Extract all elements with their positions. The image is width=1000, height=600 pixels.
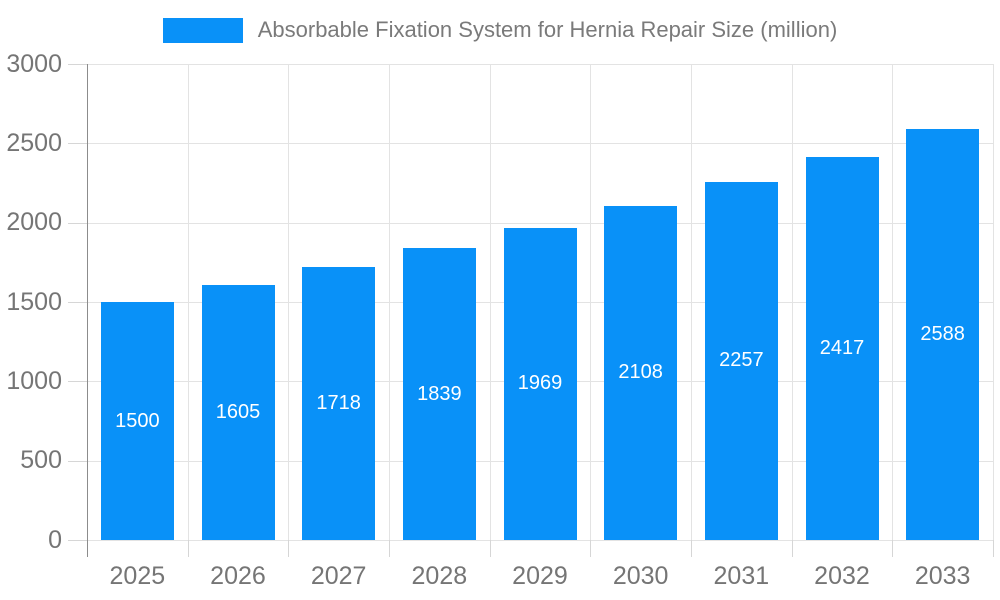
bar-value-label: 2588 xyxy=(920,323,965,346)
x-axis-tick xyxy=(389,540,390,557)
y-gridline xyxy=(87,64,993,65)
x-axis-tick-label: 2026 xyxy=(210,562,266,590)
bar[interactable]: 1969 xyxy=(503,227,577,540)
y-axis-tick-label: 0 xyxy=(48,525,62,554)
bar[interactable]: 1500 xyxy=(100,302,174,540)
x-gridline xyxy=(389,64,390,540)
y-axis-tick xyxy=(68,381,87,383)
chart-legend[interactable]: Absorbable Fixation System for Hernia Re… xyxy=(0,14,1000,46)
x-gridline xyxy=(691,64,692,540)
bar-value-label: 1718 xyxy=(316,392,361,415)
bar-value-label: 1605 xyxy=(215,401,261,424)
bar[interactable]: 2588 xyxy=(906,129,980,540)
bar[interactable]: 1839 xyxy=(402,248,476,540)
bar[interactable]: 1605 xyxy=(201,285,275,540)
x-gridline xyxy=(892,64,894,540)
legend-label: Absorbable Fixation System for Hernia Re… xyxy=(257,17,838,42)
y-gridline xyxy=(87,143,993,145)
y-axis-tick xyxy=(68,143,87,145)
legend-swatch-icon xyxy=(162,17,243,43)
x-axis-tick-label: 2028 xyxy=(411,562,468,590)
y-axis-tick-label: 1500 xyxy=(6,287,62,316)
bar-value-label: 1839 xyxy=(417,382,462,405)
x-axis-tick xyxy=(993,540,994,557)
y-axis-tick-label: 3000 xyxy=(6,49,62,78)
bar-value-label: 1969 xyxy=(517,372,563,395)
y-gridline xyxy=(87,540,993,541)
y-axis-tick-label: 500 xyxy=(20,446,62,475)
y-axis-line xyxy=(87,64,88,557)
bar-value-label: 2257 xyxy=(719,349,764,372)
y-axis-tick xyxy=(68,302,87,303)
x-gridline xyxy=(791,64,793,540)
x-gridline xyxy=(590,64,592,540)
bar-value-label: 2108 xyxy=(618,361,663,384)
x-axis-tick-label: 2029 xyxy=(512,562,568,590)
x-gridline xyxy=(489,64,491,540)
bar[interactable]: 2108 xyxy=(604,205,678,540)
x-axis-tick xyxy=(489,540,491,557)
x-axis-tick-label: 2031 xyxy=(713,562,770,590)
x-axis-tick-label: 2027 xyxy=(310,562,367,590)
x-axis-tick xyxy=(187,540,189,557)
x-gridline xyxy=(288,64,290,540)
x-axis-tick xyxy=(288,540,290,557)
x-axis-tick xyxy=(892,540,894,557)
y-axis-tick-label: 2500 xyxy=(6,128,62,157)
y-gridline xyxy=(87,222,993,224)
x-gridline xyxy=(187,64,189,540)
bar-value-label: 2417 xyxy=(819,336,865,359)
bar[interactable]: 2417 xyxy=(805,156,879,540)
x-gridline xyxy=(993,64,994,540)
bar[interactable]: 1718 xyxy=(302,267,376,540)
y-axis-tick xyxy=(68,460,87,462)
bar[interactable]: 2257 xyxy=(704,181,778,540)
x-axis-tick xyxy=(590,540,592,557)
y-axis-tick-label: 2000 xyxy=(6,208,62,237)
y-axis-tick xyxy=(68,222,87,224)
bar-value-label: 1500 xyxy=(115,409,160,432)
x-axis-tick-label: 2030 xyxy=(612,562,669,590)
x-axis-tick-label: 2033 xyxy=(914,562,971,590)
y-axis-tick-label: 1000 xyxy=(6,366,62,395)
y-axis-tick xyxy=(68,64,87,65)
x-axis-tick-label: 2032 xyxy=(814,562,870,590)
x-axis-tick xyxy=(791,540,793,557)
x-axis-tick-label: 2025 xyxy=(109,562,166,590)
x-axis-tick xyxy=(691,540,692,557)
y-axis-tick xyxy=(68,540,87,541)
